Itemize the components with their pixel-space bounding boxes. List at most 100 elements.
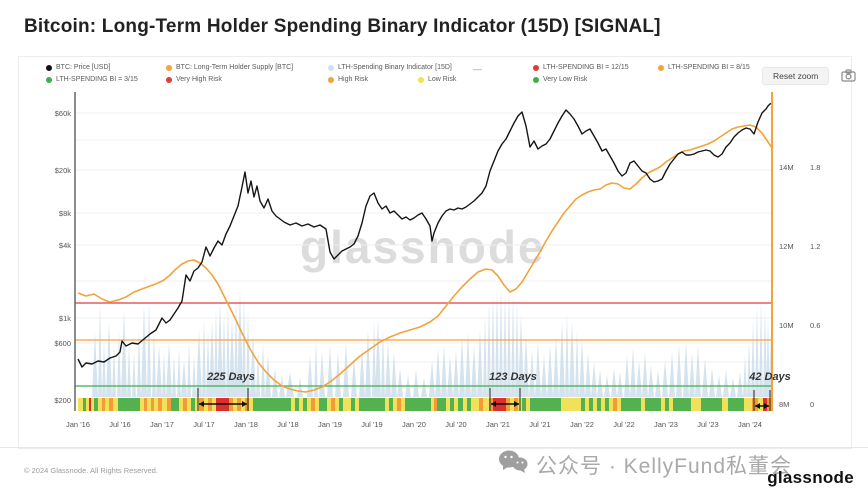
annotation-arrowhead [764,403,769,409]
x-axis-tick: Jul '19 [361,420,382,429]
legend-item[interactable]: Low Risk [418,76,456,83]
copyright-text: © 2024 Glassnode. All Rights Reserved. [24,466,158,475]
legend-label: High Risk [338,76,368,83]
y-axis-supply-tick: 12M [779,242,794,251]
x-axis-tick: Jul '22 [613,420,634,429]
risk-strip-segment [331,398,335,411]
glassnode-watermark: glassnode [300,221,546,273]
risk-strip-segment [162,398,167,411]
risk-strip-segment [91,398,94,411]
risk-strip-segment [343,398,351,411]
risk-strip-segment [454,398,458,411]
risk-strip-segment [393,398,397,411]
risk-strip-segment [295,398,299,411]
legend-item[interactable]: High Risk [328,76,368,83]
legend-item[interactable]: Very Low Risk [533,76,587,83]
legend-item[interactable]: — [473,64,482,74]
risk-strip-segment [479,398,483,411]
x-axis-tick: Jul '18 [277,420,298,429]
legend-item[interactable]: Very High Risk [166,76,222,83]
risk-strip-segment [187,398,191,411]
risk-strip-segment [401,398,405,411]
risk-strip-segment [701,398,722,411]
x-axis-tick: Jan '18 [234,420,258,429]
legend-item[interactable]: LTH-SPENDING BI = 3/15 [46,76,138,83]
legend-dot [46,76,52,83]
legend-item[interactable]: LTH-SPENDING BI = 12/15 [533,64,629,71]
risk-strip-segment [144,398,147,411]
risk-strip-segment [471,398,479,411]
risk-strip-segment [355,398,359,411]
risk-strip-segment [434,398,437,411]
x-axis-tick: Jan '22 [570,420,594,429]
risk-strip-segment [118,398,140,411]
reset-zoom-button[interactable]: Reset zoom [762,67,830,85]
risk-strip-segment [291,398,295,411]
risk-strip-segment [307,398,311,411]
annotation-arrowhead [242,401,247,407]
risk-strip-segment [389,398,393,411]
legend-label: BTC: Long-Term Holder Supply [BTC] [176,64,294,71]
y-axis-supply-tick: 8M [779,400,789,409]
y-axis-left-tick: $8k [59,209,71,218]
risk-strip-segment [561,398,581,411]
x-axis-tick: Jan '16 [66,420,90,429]
x-axis-tick: Jul '20 [445,420,466,429]
btc-price-line [77,102,773,368]
risk-strip-segment [109,398,113,411]
risk-strip-segment [431,398,434,411]
y-axis-indicator-tick: 0.6 [810,321,820,330]
y-axis-indicator-tick: 0 [810,400,814,409]
risk-strip-segment [661,398,665,411]
annotation-arrowhead [755,403,760,409]
legend-dot [418,76,424,83]
annotation-label: 123 Days [489,371,537,383]
risk-strip-segment [191,398,195,411]
risk-strip-segment [359,398,385,411]
chart-panel [18,56,852,449]
annotation-label: 42 Days [748,371,791,383]
risk-strip-segment [102,398,105,411]
risk-strip-segment [315,398,319,411]
legend-item[interactable]: BTC: Long-Term Holder Supply [BTC] [166,64,293,71]
y-axis-left-tick: $60k [55,109,72,118]
risk-strip-segment [605,398,609,411]
camera-icon[interactable] [841,69,856,87]
risk-strip-segment [113,398,118,411]
risk-strip-segment [522,398,526,411]
risk-strip-segment [335,398,339,411]
risk-strip-segment [665,398,669,411]
risk-strip-segment [89,398,91,411]
x-axis-tick: Jan '21 [486,420,510,429]
risk-strip-segment [593,398,597,411]
y-axis-left-tick: $20k [55,166,72,175]
legend-dot [166,76,172,83]
legend-item[interactable]: BTC: Price [USD] [46,64,110,71]
legend-dot [533,76,539,83]
risk-strip-segment [669,398,673,411]
legend-dot [46,64,52,71]
risk-strip-segment [609,398,613,411]
legend-item[interactable]: LTH-Spending Binary Indicator [15D] [328,64,452,71]
y-axis-indicator-tick: 1.8 [810,163,820,172]
page-title: Bitcoin: Long-Term Holder Spending Binar… [24,16,661,37]
risk-strip-segment [446,398,450,411]
legend-label: LTH-SPENDING BI = 3/15 [56,76,138,83]
risk-strip-segment [397,398,401,411]
legend-dot [328,64,334,71]
glassnode-logo: glassnode [767,468,854,487]
risk-strip-segment [86,398,89,411]
risk-strip-segment [728,398,744,411]
x-axis-tick: Jul '17 [193,420,214,429]
legend-item[interactable]: LTH-SPENDING BI = 8/15 [658,64,750,71]
risk-strip-segment [351,398,355,411]
risk-strip-segment [303,398,307,411]
risk-strip-segment [249,398,253,411]
wechat-watermark-text: 公众号 · KellyFund私董会 [536,455,793,478]
y-axis-left-tick: $1k [59,314,71,323]
lth-supply-line [77,124,773,393]
risk-strip-segment [744,398,752,411]
risk-strip-segment [140,398,144,411]
risk-strip-segment [458,398,463,411]
